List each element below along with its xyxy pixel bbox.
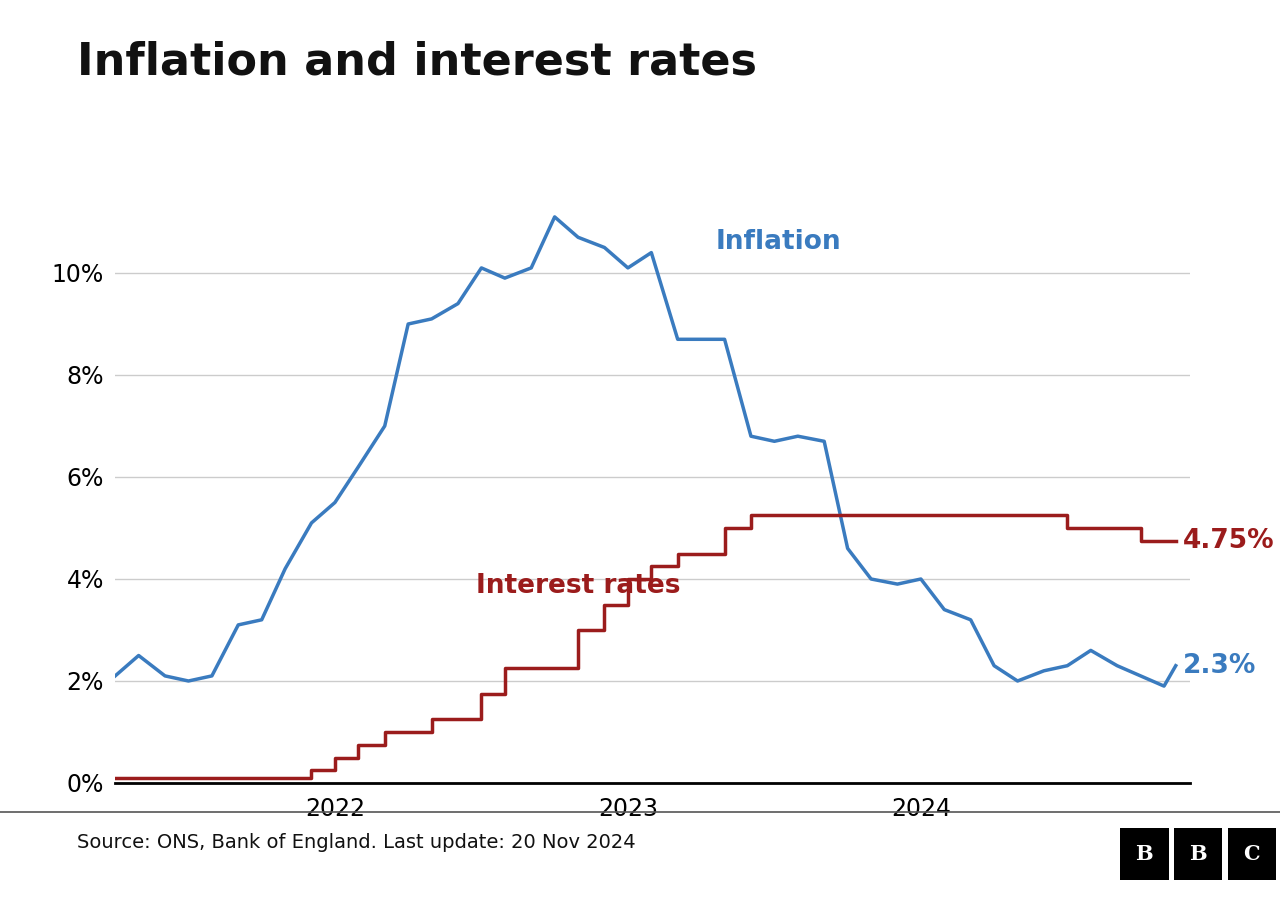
Text: C: C	[1244, 844, 1260, 864]
Text: Inflation and interest rates: Inflation and interest rates	[77, 40, 756, 84]
Text: 2.3%: 2.3%	[1183, 652, 1257, 679]
Text: B: B	[1189, 844, 1207, 864]
Text: Interest rates: Interest rates	[476, 573, 680, 599]
Text: Source: ONS, Bank of England. Last update: 20 Nov 2024: Source: ONS, Bank of England. Last updat…	[77, 832, 635, 852]
Text: 4.75%: 4.75%	[1183, 527, 1275, 554]
Text: Inflation: Inflation	[716, 230, 841, 256]
Text: B: B	[1135, 844, 1153, 864]
